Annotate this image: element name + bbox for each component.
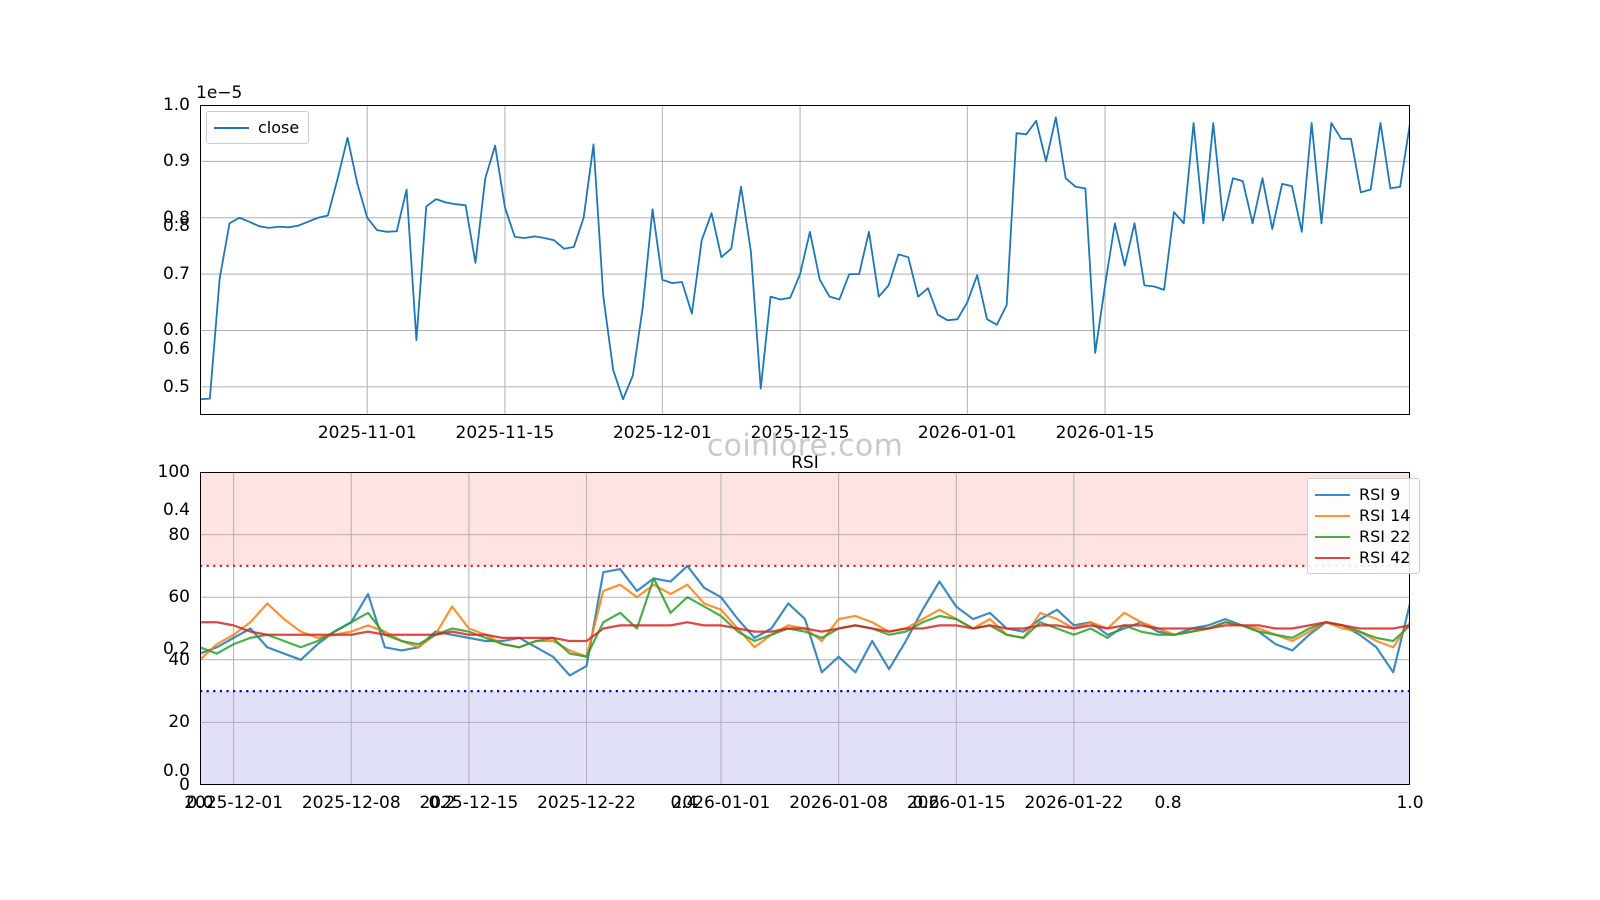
price-y-offset-text: 1e−5 xyxy=(196,83,243,103)
price-y-tick-label: 1.0 xyxy=(162,95,190,115)
price-x-tick-label: 2025-11-01 xyxy=(317,423,417,443)
legend-color-swatch xyxy=(214,126,249,129)
rsi-x-tick-label: 2026-01-15 xyxy=(906,793,1006,813)
rsi-legend[interactable]: RSI 9 RSI 14 RSI 22 RSI 42 xyxy=(1307,478,1421,574)
price-y-tick-label: 0.7 xyxy=(162,264,190,285)
price-x-tick-label: 2025-12-15 xyxy=(750,423,850,443)
rsi-y-tick-label-secondary: 0.0 xyxy=(162,761,190,781)
rsi-x-tick-label: 2025-12-22 xyxy=(537,793,636,813)
rsi-x-tick-label: 2025-12-01 xyxy=(184,793,284,813)
price-y-tick-label: 0.6 xyxy=(162,320,190,341)
legend-color-swatch xyxy=(1315,493,1350,496)
price-y-tick-label: 0.5 xyxy=(162,376,190,397)
rsi-chart-panel xyxy=(200,472,1410,785)
rsi-y-tick-label: 100 xyxy=(157,462,190,482)
price-x-tick-label: 2026-01-01 xyxy=(917,423,1017,443)
legend-item[interactable]: RSI 9 xyxy=(1315,484,1410,505)
coinlore-watermark: coinlore.com xyxy=(706,428,904,464)
price-y-tick-label: 0.8 xyxy=(162,207,190,228)
rsi-x-tick-label: 2026-01-01 xyxy=(671,793,771,813)
rsi-y-tick-label-secondary: 0.4 xyxy=(162,499,190,520)
price-plot-area xyxy=(200,105,1410,415)
price-x-tick-label: 2025-12-01 xyxy=(612,423,712,443)
rsi-x-tick-label: 2026-01-22 xyxy=(1024,793,1124,813)
rsi-panel-title: RSI xyxy=(791,453,819,473)
legend-item[interactable]: RSI 22 xyxy=(1315,526,1410,547)
rsi-y-tick-label: 80 xyxy=(168,524,190,545)
rsi-y-tick-label: 20 xyxy=(168,712,190,733)
price-x-tick-label: 2026-01-15 xyxy=(1055,423,1155,443)
rsi-x-tick-label-overlay: 0.2 xyxy=(428,793,456,813)
price-plot-frame xyxy=(200,105,1410,415)
price-chart-panel xyxy=(200,105,1410,415)
legend-item[interactable]: close xyxy=(214,117,299,138)
rsi-x-tick-label-overlay: 0.0 xyxy=(186,793,214,813)
rsi-x-tick-label-overlay: 0.4 xyxy=(670,793,698,813)
rsi-x-tick-label: 2026-01-08 xyxy=(789,793,889,813)
price-y-tick-label-secondary: 0.8 xyxy=(162,216,190,237)
rsi-x-tick-label: 2025-12-08 xyxy=(301,793,401,813)
rsi-y-tick-label: 0 xyxy=(179,775,190,795)
legend-item-label: close xyxy=(258,118,300,137)
rsi-x-tick-label-overlay: 1.0 xyxy=(1396,793,1424,813)
legend-item-label: RSI 22 xyxy=(1359,527,1411,546)
price-y-tick-label-secondary: 0.6 xyxy=(162,339,190,360)
rsi-x-tick-label-overlay: 0.6 xyxy=(912,793,940,813)
rsi-y-tick-label: 40 xyxy=(168,649,190,670)
legend-color-swatch xyxy=(1315,556,1350,559)
price-y-tick-label: 0.9 xyxy=(162,151,190,172)
rsi-x-tick-label-overlay: 0.8 xyxy=(1154,793,1182,813)
rsi-plot-area xyxy=(200,472,1410,785)
rsi-plot-frame xyxy=(200,472,1410,785)
legend-item[interactable]: RSI 42 xyxy=(1315,547,1410,568)
legend-item[interactable]: RSI 14 xyxy=(1315,505,1410,526)
legend-item-label: RSI 9 xyxy=(1359,485,1401,504)
legend-item-label: RSI 42 xyxy=(1359,548,1411,567)
legend-color-swatch xyxy=(1315,514,1350,517)
rsi-x-tick-label: 2025-12-15 xyxy=(419,793,519,813)
price-x-tick-label: 2025-11-15 xyxy=(455,423,555,443)
rsi-y-tick-label-secondary: 0.2 xyxy=(162,638,190,659)
price-legend[interactable]: close xyxy=(206,111,310,144)
legend-color-swatch xyxy=(1315,535,1350,538)
legend-item-label: RSI 14 xyxy=(1359,506,1411,525)
rsi-y-tick-label: 60 xyxy=(168,587,190,608)
